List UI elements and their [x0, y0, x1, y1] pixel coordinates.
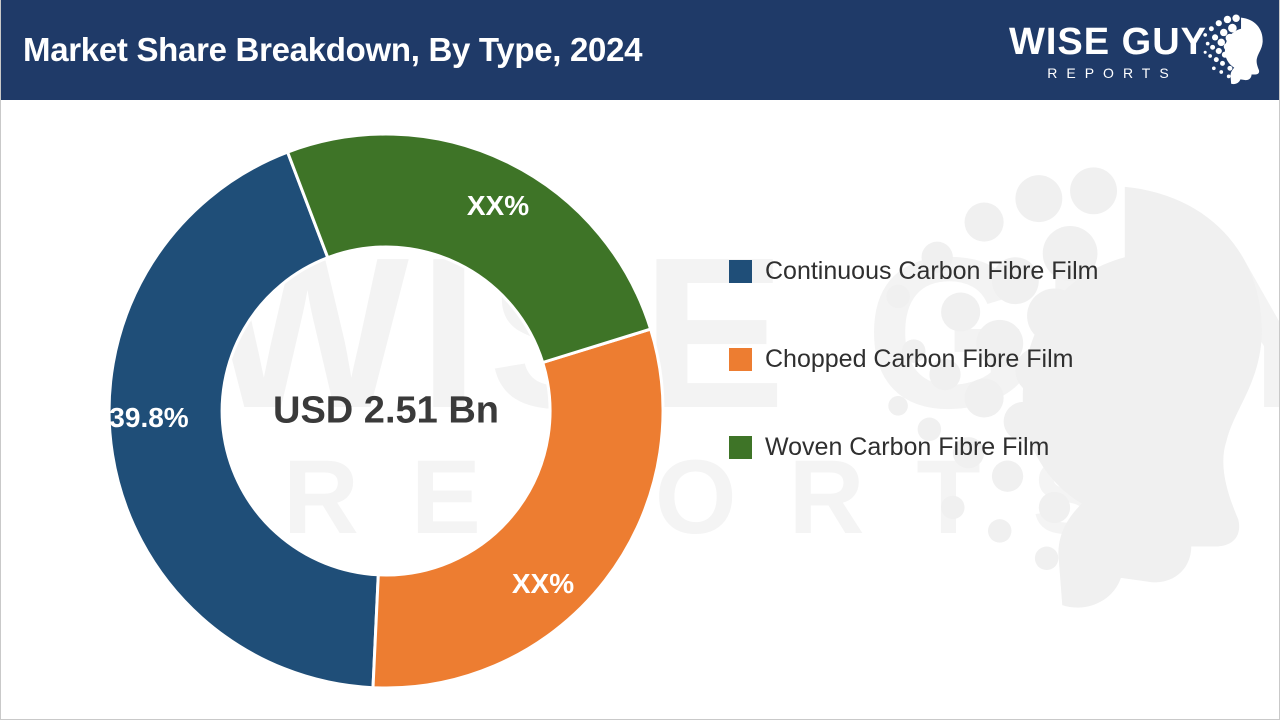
legend-item-continuous: Continuous Carbon Fibre Film: [729, 253, 1098, 289]
legend-swatch-orange: [729, 347, 752, 371]
donut-segment-2: [286, 132, 653, 364]
wiseguy-logo-text: WISE GUY REPORTS: [1009, 23, 1207, 80]
logo-wordmark: WISE GUY: [1008, 20, 1207, 63]
logo-subtitle: REPORTS: [1047, 64, 1178, 81]
legend-item-chopped: Chopped Carbon Fibre Film: [729, 341, 1098, 377]
donut-segment-0: [107, 150, 380, 690]
segment-label-1: XX%: [512, 568, 574, 599]
legend-label: Chopped Carbon Fibre Film: [765, 344, 1074, 373]
wiseguy-face-icon: [1203, 14, 1263, 85]
segment-label-0: 39.8%: [109, 402, 188, 433]
wiseguy-logo: WISE GUY REPORTS: [1009, 10, 1267, 92]
donut-chart: 39.8% XX% XX%: [107, 132, 665, 690]
legend-label: Continuous Carbon Fibre Film: [765, 256, 1099, 285]
donut-center-value: USD 2.51 Bn: [273, 389, 499, 432]
chart-legend: Continuous Carbon Fibre Film Chopped Car…: [729, 253, 1098, 465]
page-title: Market Share Breakdown, By Type, 2024: [23, 31, 643, 68]
segment-label-2: XX%: [467, 190, 529, 221]
watermark-face-icon: [886, 167, 1262, 608]
donut-segment-1: [371, 327, 665, 690]
header-bar: Market Share Breakdown, By Type, 2024 WI…: [1, 0, 1279, 100]
legend-item-woven: Woven Carbon Fibre Film: [729, 429, 1098, 465]
legend-swatch-blue: [729, 259, 752, 283]
legend-label: Woven Carbon Fibre Film: [765, 432, 1050, 461]
legend-swatch-green: [729, 435, 752, 459]
